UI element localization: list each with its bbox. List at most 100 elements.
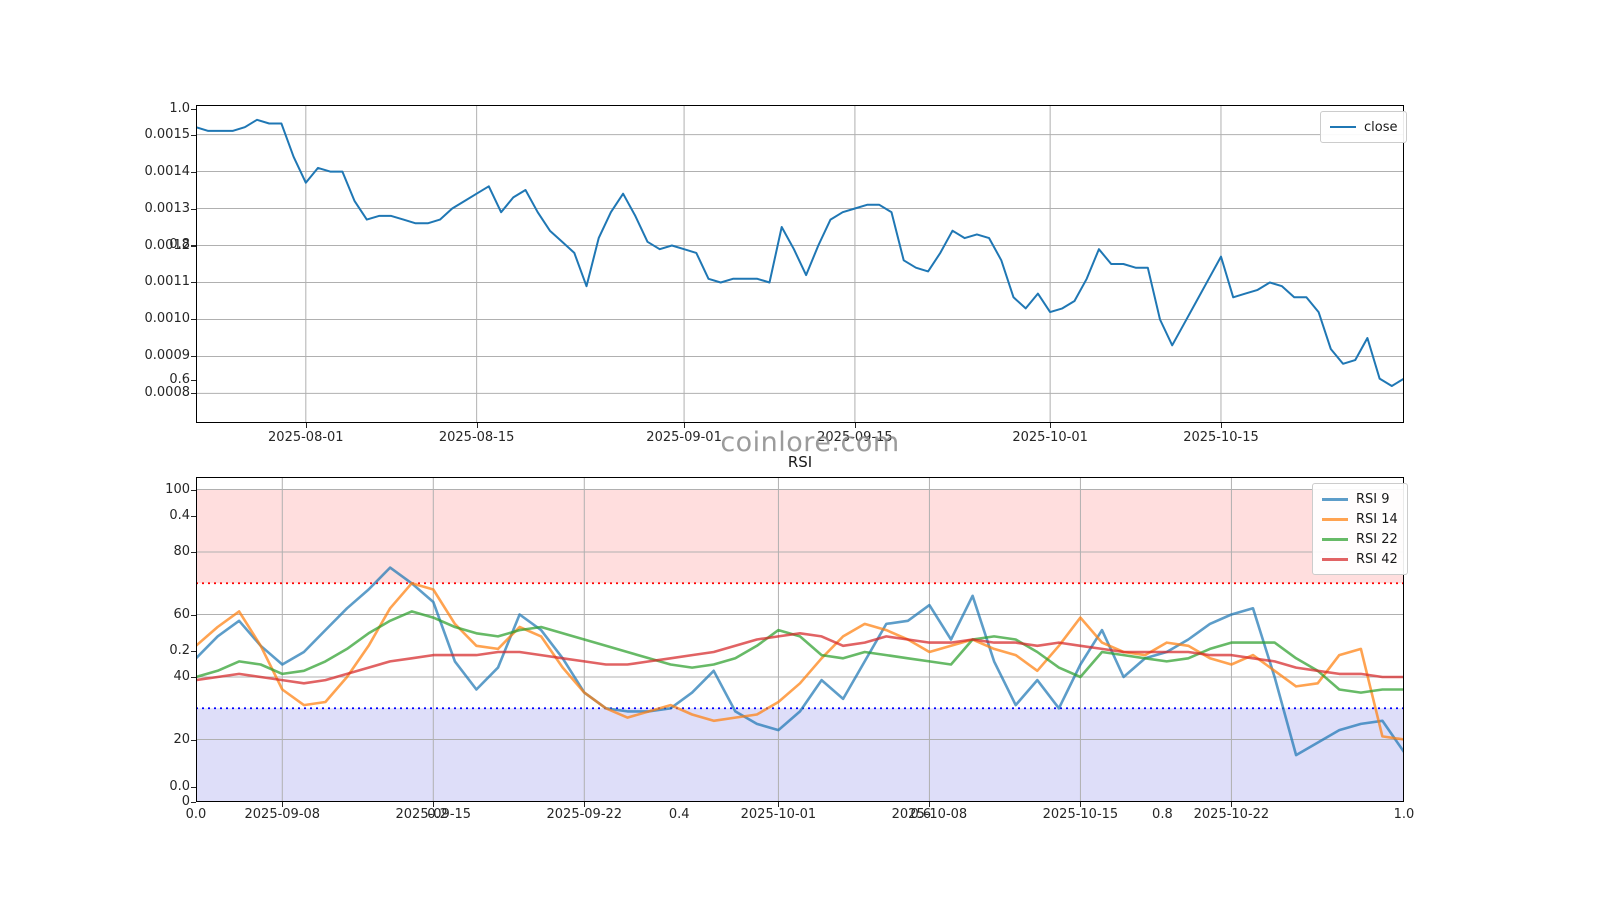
- legend-close: close: [1320, 111, 1408, 143]
- legend-item-rsi14: RSI 14: [1322, 509, 1398, 529]
- base-x-tick-label: 0.6: [910, 807, 932, 822]
- tick-mark: [1050, 423, 1051, 428]
- tick-mark: [1080, 802, 1081, 807]
- x-tick-label: 2025-10-15: [1042, 807, 1119, 822]
- y-tick-label: 60: [173, 606, 190, 622]
- rsi22-line-swatch: [1322, 537, 1348, 541]
- base-x-tick-label: 0.2: [427, 807, 448, 822]
- legend-label: RSI 42: [1356, 551, 1398, 567]
- tick-mark: [191, 209, 196, 210]
- tick-mark: [684, 423, 685, 428]
- base-y-tick-label: 0.4: [169, 507, 190, 523]
- legend-label: RSI 22: [1356, 531, 1398, 547]
- legend-item-rsi42: RSI 42: [1322, 549, 1398, 569]
- close-line: [196, 118, 1404, 387]
- base-x-tick-label: 0.4: [668, 807, 690, 822]
- legend-rsi: RSI 9 RSI 14 RSI 22 RSI 42: [1312, 483, 1408, 575]
- y-tick-label: 20: [173, 731, 190, 747]
- tick-mark: [191, 615, 196, 616]
- rsi-22-line: [196, 610, 1404, 694]
- y-tick-label: 0.0009: [144, 348, 191, 364]
- rsi-chart: [196, 477, 1404, 802]
- watermark: coinlore.com: [720, 427, 900, 458]
- rsi-chart-title: RSI: [787, 453, 813, 471]
- y-tick-label: 80: [173, 544, 190, 559]
- rsi-42-line: [196, 632, 1404, 685]
- y-tick-label: 0.0013: [144, 200, 191, 216]
- x-tick-label: 2025-10-15: [1183, 430, 1259, 445]
- tick-mark: [778, 802, 779, 807]
- tick-mark: [191, 282, 196, 283]
- legend-item-rsi9: RSI 9: [1322, 489, 1398, 509]
- tick-mark: [191, 740, 196, 741]
- x-tick-label: 2025-08-01: [268, 430, 344, 445]
- y-tick-label: 0: [181, 794, 190, 809]
- rsi9-line-swatch: [1322, 497, 1348, 501]
- y-tick-label: 0.0010: [144, 311, 191, 327]
- x-tick-label: 2025-09-22: [546, 807, 623, 822]
- base-x-tick-label: 1.0: [1393, 807, 1415, 822]
- y-tick-label: 0.0012: [144, 237, 191, 253]
- legend-item-close: close: [1330, 117, 1397, 137]
- x-tick-label: 2025-09-15: [817, 430, 893, 445]
- rsi-9-line: [196, 566, 1404, 757]
- base-y-tick-label: 1.0: [169, 101, 190, 116]
- base-y-tick-label: 0.0: [169, 779, 190, 794]
- tick-mark: [191, 677, 196, 678]
- axes-frame: [196, 105, 1404, 423]
- base-y-tick-label: 0.6: [169, 372, 190, 388]
- x-tick-label: 2025-09-01: [646, 430, 722, 445]
- tick-mark: [191, 787, 196, 788]
- x-tick-label: 2025-08-15: [438, 430, 515, 445]
- tick-mark: [929, 802, 930, 807]
- close-line-swatch: [1330, 126, 1356, 128]
- base-y-tick-label: 0.8: [169, 236, 190, 252]
- x-tick-label: 2025-09-15: [395, 807, 472, 822]
- x-tick-label: 2025-09-08: [244, 807, 321, 822]
- tick-mark: [191, 319, 196, 320]
- tick-mark: [191, 135, 196, 136]
- tick-mark: [191, 246, 196, 247]
- tick-mark: [191, 380, 196, 381]
- tick-mark: [191, 172, 196, 173]
- tick-mark: [433, 802, 434, 807]
- tick-mark: [584, 802, 585, 807]
- axes-frame: [196, 477, 1404, 802]
- tick-mark: [191, 552, 196, 553]
- close-price-chart: [196, 105, 1404, 423]
- y-tick-label: 40: [173, 669, 190, 684]
- tick-mark: [191, 651, 196, 652]
- tick-mark: [306, 423, 307, 428]
- y-tick-label: 0.0014: [144, 163, 191, 179]
- x-tick-label: 2025-10-22: [1193, 807, 1270, 822]
- tick-mark: [477, 423, 478, 428]
- x-tick-label: 2025-10-01: [740, 807, 817, 822]
- tick-mark: [191, 245, 196, 246]
- y-tick-label: 0.0015: [144, 126, 191, 142]
- tick-mark: [191, 802, 196, 803]
- legend-label: RSI 14: [1356, 511, 1398, 527]
- rsi42-line-swatch: [1322, 557, 1348, 561]
- base-y-tick-label: 0.2: [169, 643, 190, 659]
- tick-mark: [191, 516, 196, 517]
- oversold-zone: [196, 708, 1404, 802]
- legend-item-rsi22: RSI 22: [1322, 529, 1398, 549]
- tick-mark: [191, 109, 196, 110]
- tick-mark: [191, 490, 196, 491]
- y-tick-label: 0.0008: [144, 385, 191, 401]
- tick-mark: [1221, 423, 1222, 428]
- tick-mark: [1231, 802, 1232, 807]
- y-tick-label: 0.0011: [144, 274, 191, 290]
- tick-mark: [855, 423, 856, 428]
- base-x-tick-label: 0.0: [185, 807, 207, 822]
- tick-mark: [191, 393, 196, 394]
- y-tick-label: 100: [165, 481, 190, 497]
- base-x-tick-label: 0.8: [1152, 807, 1173, 822]
- tick-mark: [191, 356, 196, 357]
- legend-label: RSI 9: [1356, 491, 1390, 507]
- overbought-zone: [196, 489, 1404, 584]
- rsi14-line-swatch: [1322, 517, 1348, 521]
- tick-mark: [282, 802, 283, 807]
- x-tick-label: 2025-10-01: [1012, 430, 1088, 445]
